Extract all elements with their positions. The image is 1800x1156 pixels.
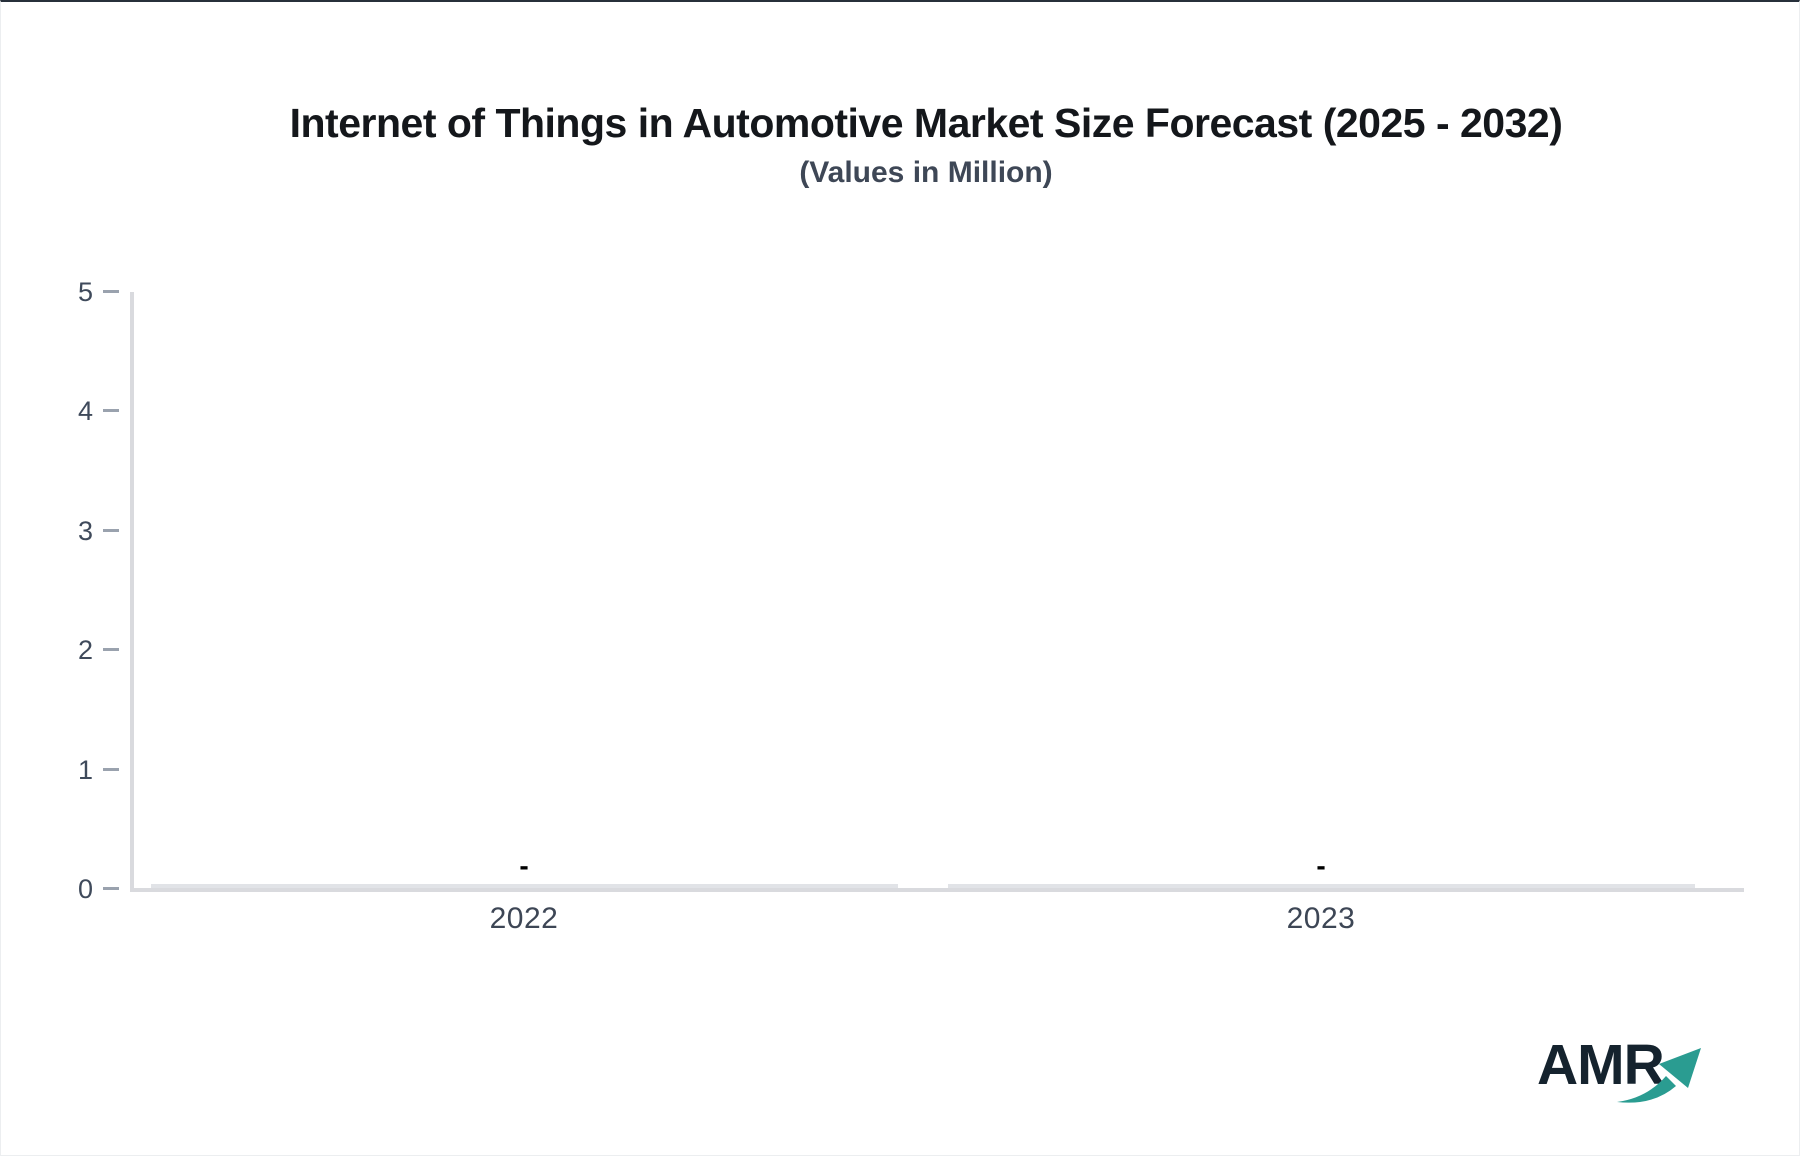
- y-axis-line: [130, 292, 134, 892]
- y-tick-mark: [103, 648, 119, 651]
- y-tick-label: 4: [77, 396, 93, 426]
- bar-value-label: -: [1316, 850, 1326, 881]
- bar-value-label: -: [519, 850, 529, 881]
- y-tick-label: 3: [77, 516, 93, 546]
- chart-subtitle: (Values in Million): [799, 156, 1053, 189]
- y-tick-mark: [103, 409, 119, 412]
- bar-2022: [151, 884, 898, 888]
- y-tick-label: 5: [77, 277, 93, 307]
- amr-logo-text: AMR: [1537, 1033, 1665, 1097]
- x-axis-line: [130, 888, 1744, 892]
- y-tick-mark: [103, 887, 119, 890]
- y-tick-label: 1: [77, 755, 93, 785]
- y-tick-mark: [103, 529, 119, 532]
- amr-logo: AMR: [1529, 1030, 1769, 1125]
- bar-2023: [948, 884, 1695, 888]
- growth-arrow-icon: [1617, 1048, 1701, 1103]
- x-category-label: 2023: [1286, 902, 1356, 935]
- y-tick-label: 2: [77, 635, 93, 665]
- chart-title: Internet of Things in Automotive Market …: [289, 100, 1563, 146]
- x-category-label: 2022: [489, 902, 559, 935]
- y-tick-label: 0: [77, 874, 93, 904]
- y-tick-mark: [103, 290, 119, 293]
- y-tick-mark: [103, 768, 119, 771]
